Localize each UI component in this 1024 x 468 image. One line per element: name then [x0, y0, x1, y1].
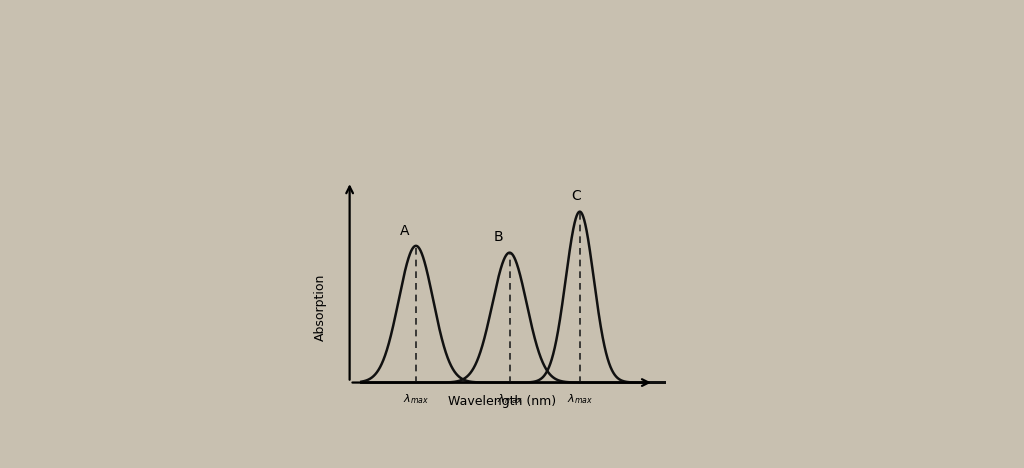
- Text: A: A: [400, 224, 410, 238]
- Text: Wavelength (nm): Wavelength (nm): [447, 395, 556, 408]
- Text: B: B: [494, 230, 504, 244]
- Text: $\lambda_{max}$: $\lambda_{max}$: [566, 392, 593, 406]
- Text: $\lambda_{max}$: $\lambda_{max}$: [402, 392, 429, 406]
- Text: Absorption: Absorption: [314, 274, 328, 341]
- Text: C: C: [571, 190, 581, 204]
- Text: $\lambda_{max}$: $\lambda_{max}$: [497, 392, 522, 406]
